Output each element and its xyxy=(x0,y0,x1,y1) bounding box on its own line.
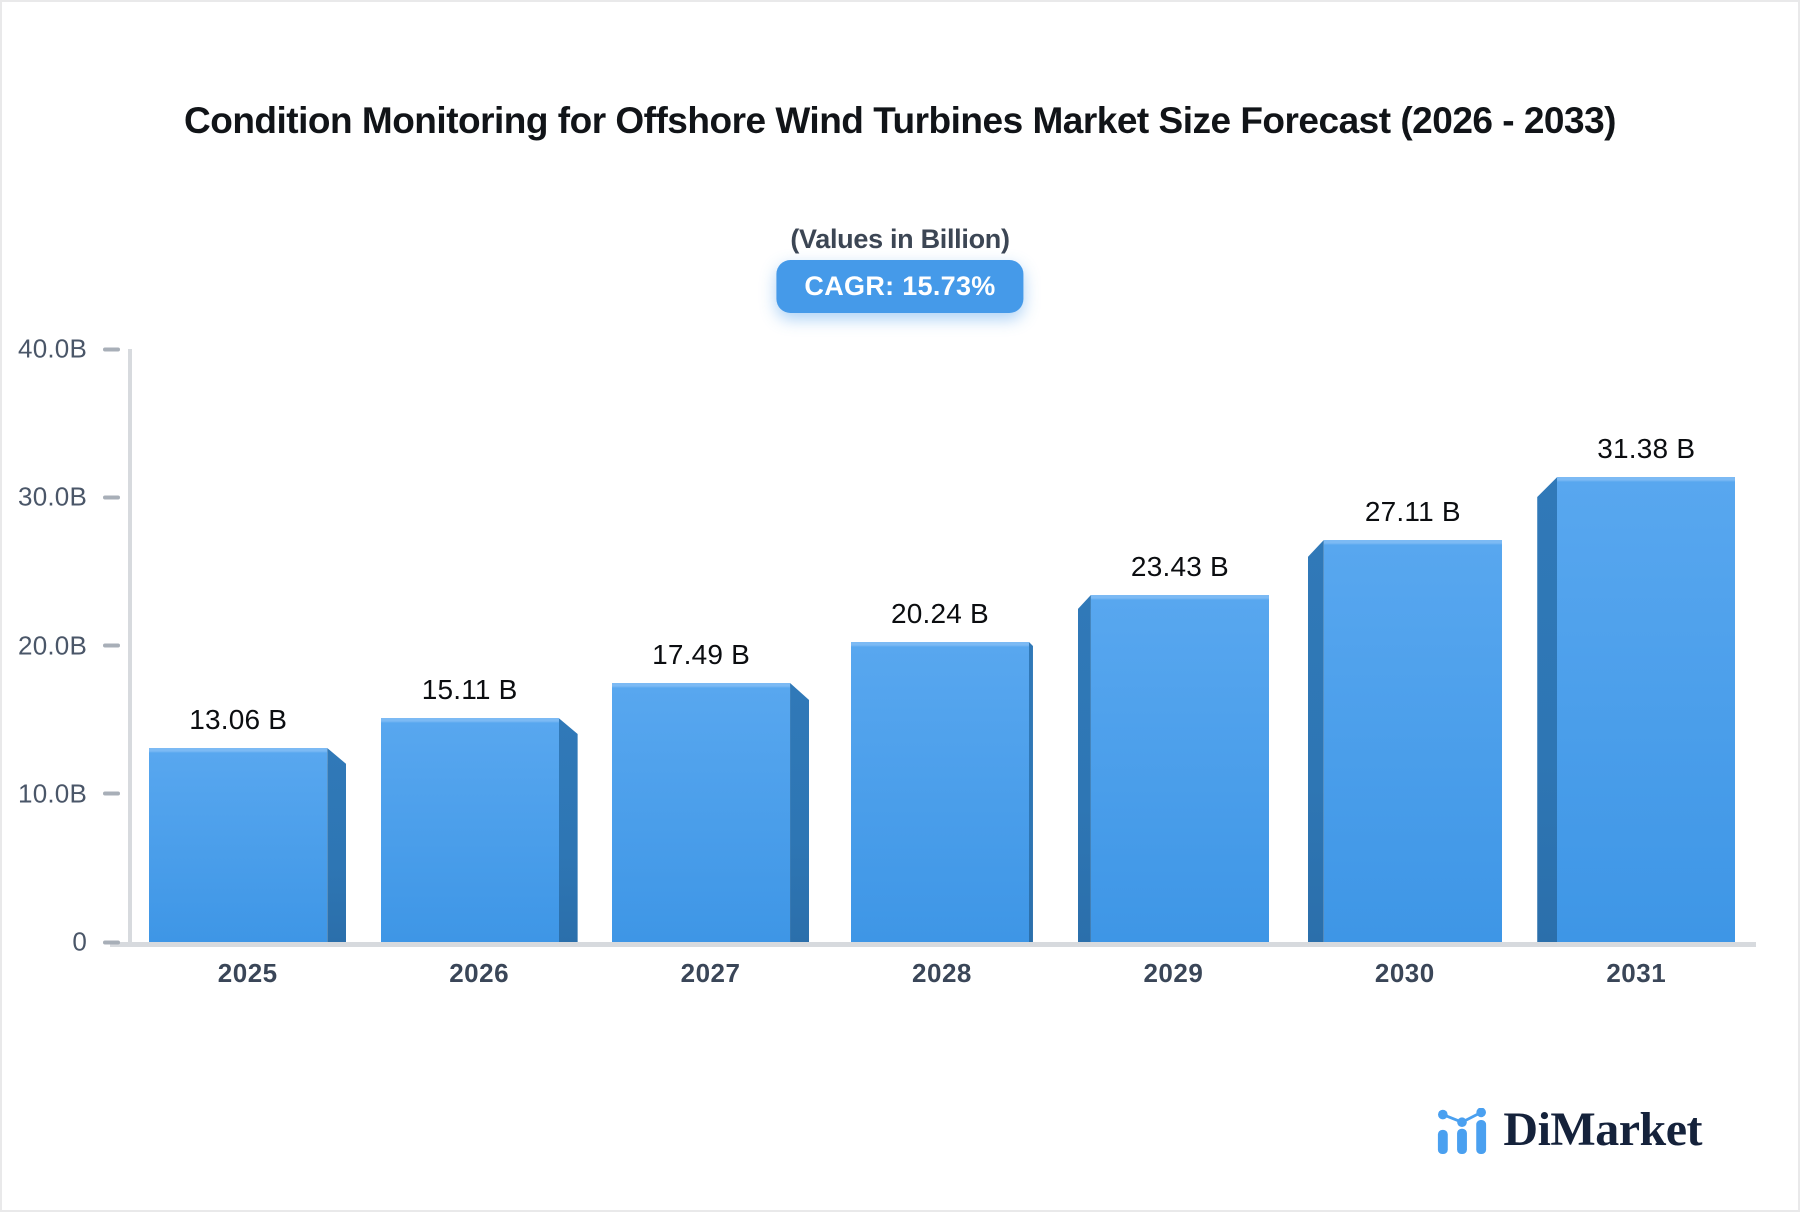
bar-value-label-2029: 23.43 B xyxy=(1130,551,1229,582)
bar-side-2029 xyxy=(1077,595,1091,942)
y-tick-label: 20.0B xyxy=(18,630,87,660)
bar-side-2026 xyxy=(558,718,578,942)
bar-slot-2028: 20.24 B xyxy=(826,349,1057,942)
bar-value-label-2031: 31.38 B xyxy=(1597,433,1696,464)
bar-chart-logo-icon xyxy=(1438,1108,1487,1154)
x-axis-label-2027: 2027 xyxy=(680,958,741,988)
bar-face-2029[interactable] xyxy=(1090,595,1269,942)
x-axis-line xyxy=(110,942,1756,947)
y-tick-mark xyxy=(103,643,120,648)
bar-face-2028[interactable] xyxy=(850,642,1029,942)
bar-slot-2025: 13.06 B xyxy=(132,349,363,942)
y-tick-20.0B: 20.0B xyxy=(18,630,120,661)
bar-slot-2029: 23.43 B xyxy=(1058,349,1289,942)
bar-2025[interactable]: 13.06 B xyxy=(149,704,347,942)
bar-2026[interactable]: 15.11 B xyxy=(380,674,578,942)
y-tick-0: 0 xyxy=(72,927,120,958)
bar-face-2026[interactable] xyxy=(380,718,559,942)
y-tick-mark xyxy=(103,791,120,796)
y-tick-10.0B: 10.0B xyxy=(18,778,120,809)
bar-slot-2027: 17.49 B xyxy=(595,349,826,942)
brand-logo: DiMarket xyxy=(1435,1106,1702,1154)
chart-title: Condition Monitoring for Offshore Wind T… xyxy=(184,100,1617,141)
x-axis-label-2030: 2030 xyxy=(1374,958,1435,988)
cagr-badge: CAGR: 15.73% xyxy=(776,260,1024,313)
bar-face-2027[interactable] xyxy=(612,683,791,942)
y-tick-label: 40.0B xyxy=(18,333,87,364)
y-axis-line xyxy=(128,349,132,944)
bar-value-label-2027: 17.49 B xyxy=(652,639,751,670)
x-axis-label-2026: 2026 xyxy=(449,958,510,988)
bar-face-2030[interactable] xyxy=(1323,540,1502,942)
x-axis-labels: 2025 2026 2027 2028 2029 2030 2031 xyxy=(132,958,1752,989)
brand-name: DiMarket xyxy=(1503,1103,1702,1156)
bar-2028[interactable]: 20.24 B xyxy=(850,598,1033,942)
bar-value-label-2030: 27.11 B xyxy=(1364,496,1461,527)
bar-face-2031[interactable] xyxy=(1557,477,1736,942)
y-tick-mark xyxy=(103,495,120,500)
y-tick-label: 30.0B xyxy=(18,481,87,512)
bar-side-2031 xyxy=(1537,477,1558,942)
bar-side-2030 xyxy=(1307,540,1324,942)
y-tick-mark xyxy=(103,347,120,351)
bar-face-2025[interactable] xyxy=(149,748,328,942)
bar-slot-2031: 31.38 B xyxy=(1521,349,1752,942)
bar-side-2025 xyxy=(327,748,347,942)
chart-subtitle: (Values in Billion) xyxy=(790,224,1010,254)
bar-2027[interactable]: 17.49 B xyxy=(612,639,810,942)
bar-value-label-2026: 15.11 B xyxy=(421,674,518,705)
x-axis-label-2028: 2028 xyxy=(912,958,972,988)
bar-2029[interactable]: 23.43 B xyxy=(1077,551,1269,942)
x-axis-label-2029: 2029 xyxy=(1143,958,1204,988)
x-axis-label-2031: 2031 xyxy=(1606,958,1667,988)
y-tick-mark xyxy=(103,940,120,944)
y-tick-label: 0 xyxy=(72,926,87,957)
bars-container: 13.06 B 15.11 B 17.49 B 20.24 B 23.43 B 27.11… xyxy=(132,349,1752,942)
bar-side-2028 xyxy=(1028,642,1033,942)
bar-slot-2030: 27.11 B xyxy=(1289,349,1520,942)
bar-slot-2026: 15.11 B xyxy=(363,349,594,942)
y-tick-30.0B: 30.0B xyxy=(18,482,120,513)
bar-value-label-2028: 20.24 B xyxy=(891,598,989,629)
x-axis-label-2025: 2025 xyxy=(217,958,278,988)
bar-2031[interactable]: 31.38 B xyxy=(1537,433,1736,942)
plot-area: 13.06 B 15.11 B 17.49 B 20.24 B 23.43 B 27.11… xyxy=(18,334,1756,988)
bar-2030[interactable]: 27.11 B xyxy=(1307,496,1502,942)
y-tick-40.0B: 40.0B xyxy=(18,334,120,365)
bar-side-2027 xyxy=(790,683,810,942)
y-tick-label: 10.0B xyxy=(18,778,87,809)
bar-value-label-2025: 13.06 B xyxy=(189,704,288,735)
